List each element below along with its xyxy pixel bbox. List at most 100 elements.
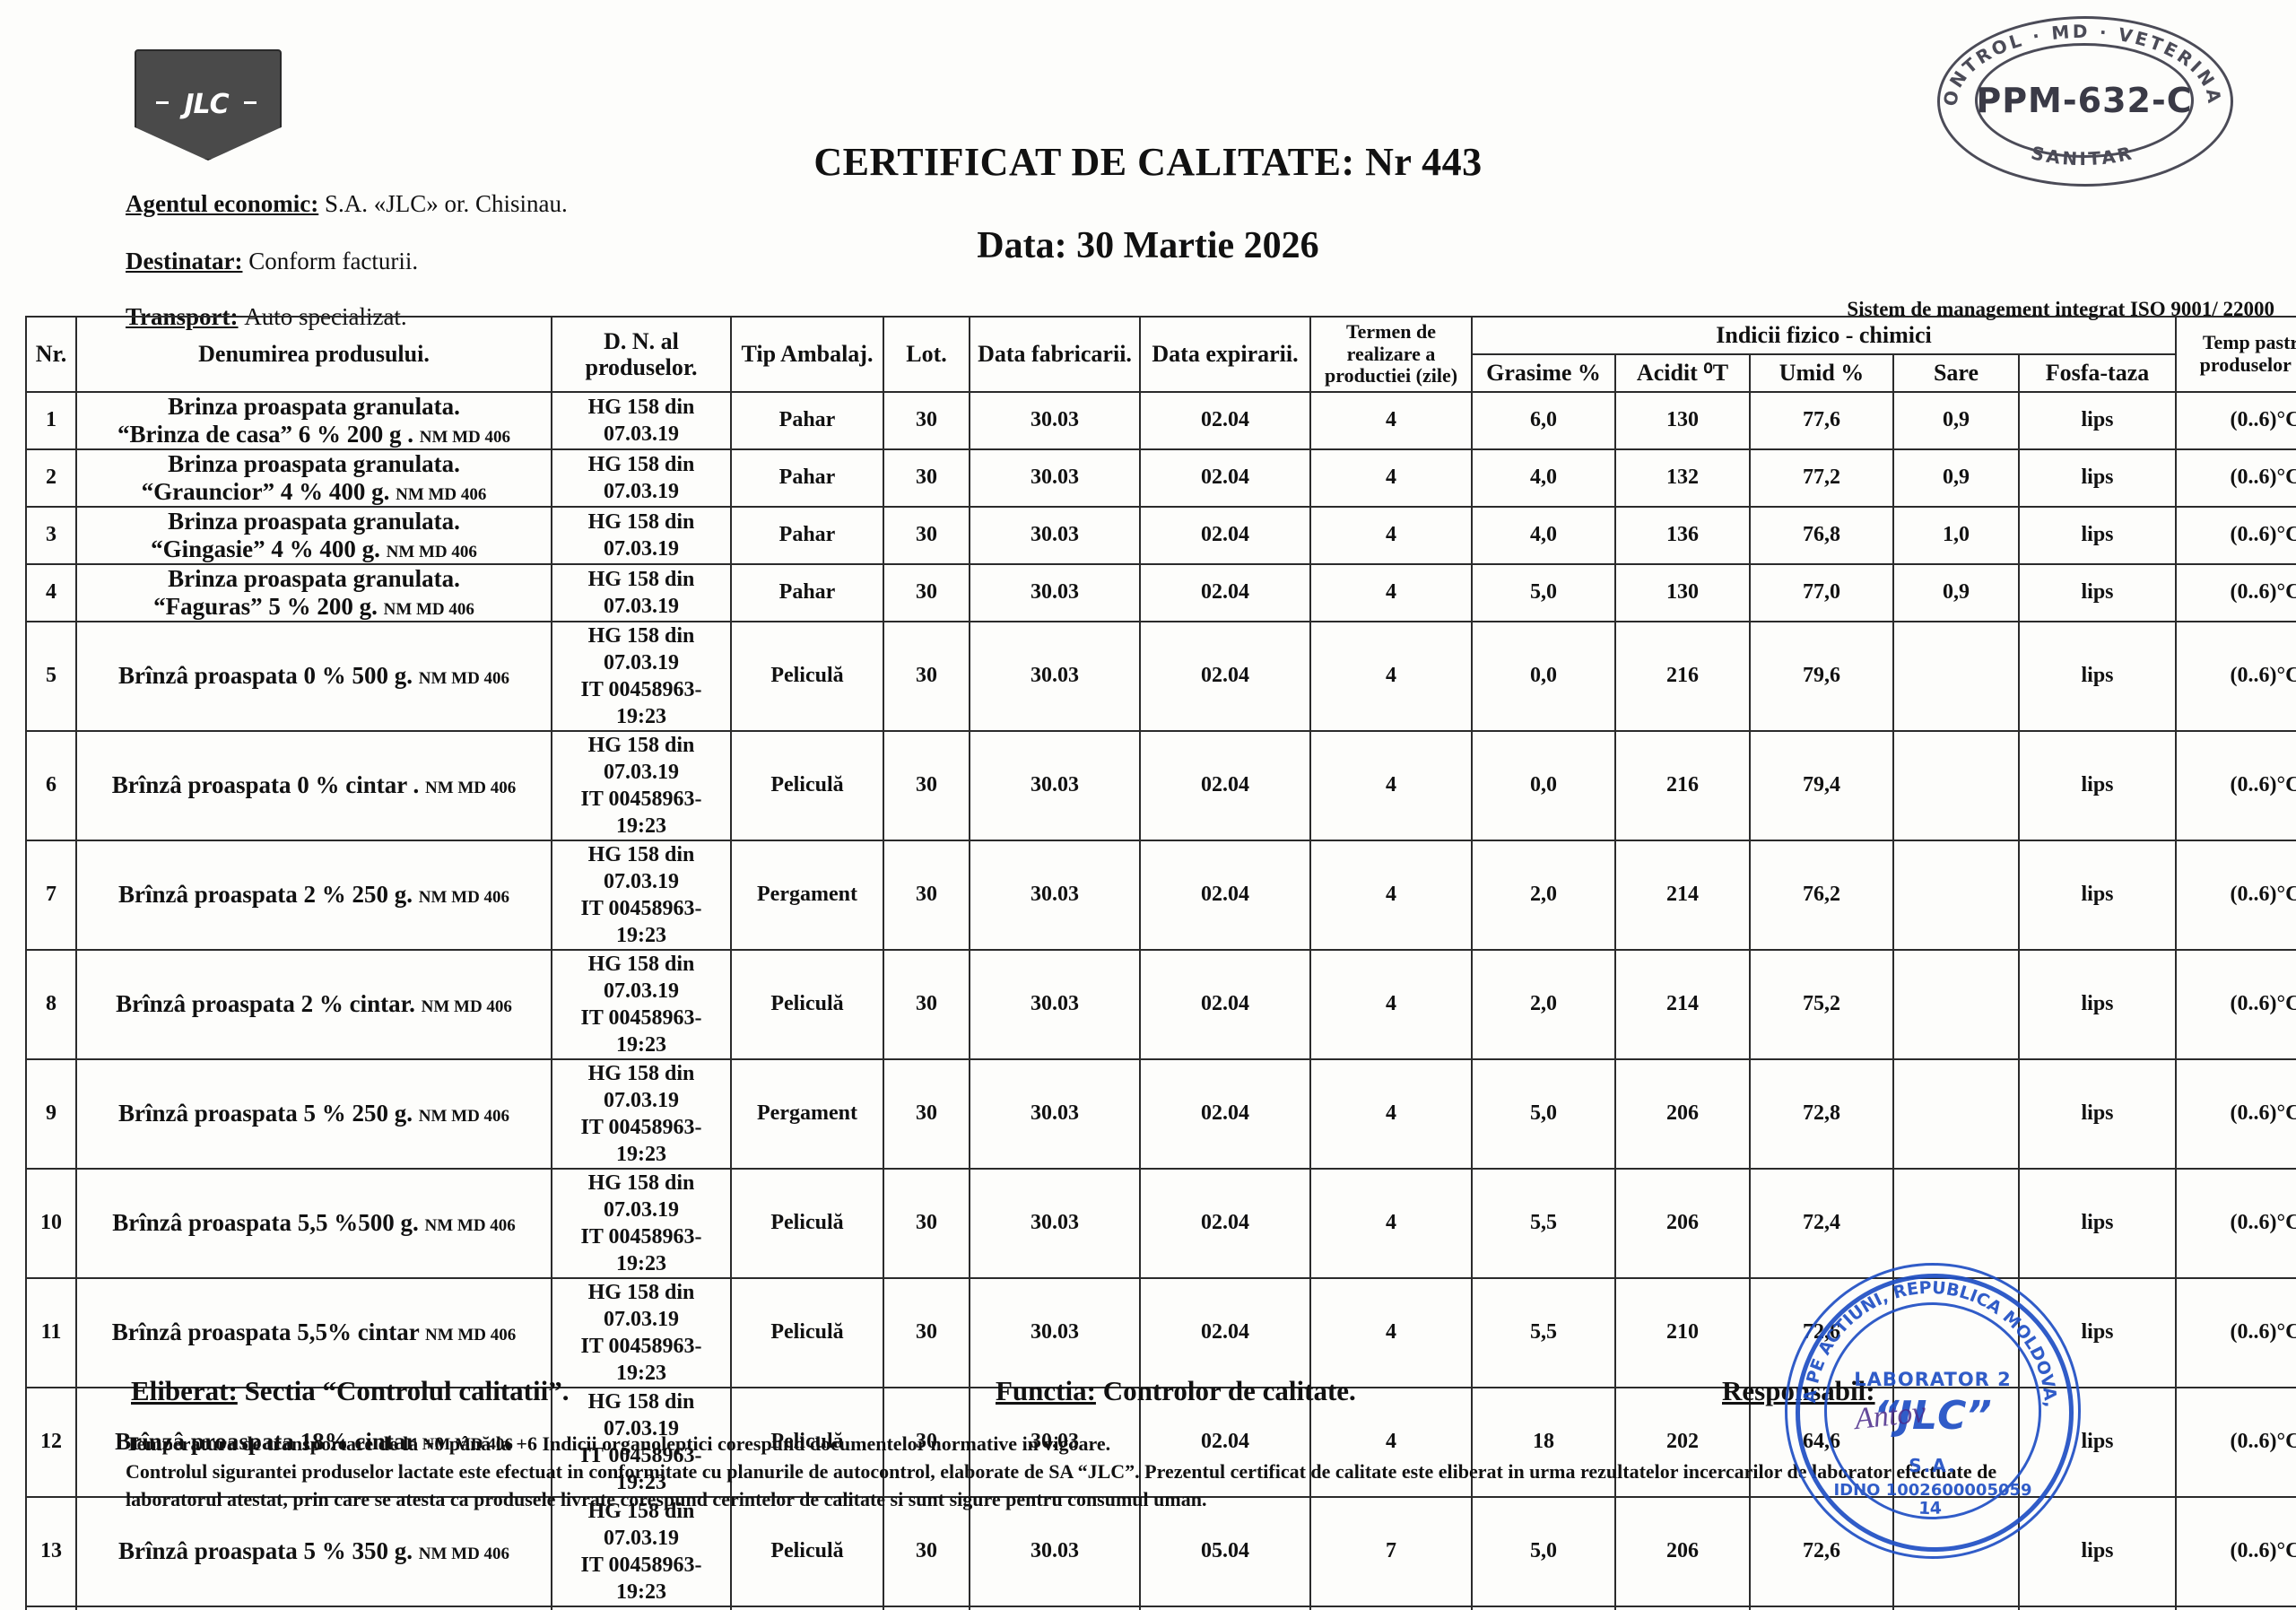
cell-nr: 11 (25, 1276, 77, 1388)
cell-fosfataza: lips (2018, 620, 2177, 732)
cell-grasime: 5,0 (1471, 562, 1616, 622)
cell-product-name: Brînzâ proaspata 5 % 250 g. NM MD 406 (75, 1057, 552, 1170)
cell-data-expirarii: 05.04 (1139, 1495, 1311, 1607)
cell-data-fabricarii: 30.03 (969, 448, 1141, 508)
cell-tip-ambalaj: Peliculă (730, 1495, 884, 1607)
cell-umid: 76,2 (1749, 839, 1894, 951)
cell-nr: 2 (25, 448, 77, 508)
cell-product-name: Brinza proaspata granulata. “Grauncior” 4… (75, 448, 552, 508)
jlc-stamp-number: 14 (1918, 1498, 1943, 1519)
cell-temp: (0..6)°C (2175, 1276, 2296, 1388)
cell-umid: 77,6 (1749, 390, 1894, 450)
product-normative: NM MD 406 (418, 669, 510, 689)
table-row: 4 Brinza proaspata granulata. “Faguras” 5 … (25, 562, 2296, 622)
cell-tip-ambalaj: Pahar (730, 390, 884, 450)
jlc-stamp-ring-outer (1785, 1263, 2081, 1559)
cell-sare (1892, 620, 2020, 732)
cell-lot: 30 (883, 729, 970, 841)
cell-sare: 0,9 (1892, 390, 2020, 450)
cell-data-expirarii: 02.04 (1139, 1276, 1311, 1388)
cell-data-expirarii: 02.04 (1139, 729, 1311, 841)
product-name-line1: Brînzâ proaspata 18% cintar NM MD 406 (115, 1428, 513, 1456)
cell-sare: 0,9 (1892, 448, 2020, 508)
cell-lot: 30 (883, 1386, 970, 1498)
eliberat-label: Eliberat: (131, 1375, 238, 1406)
cell-acidit: 136 (1614, 505, 1751, 565)
cell-grasime: 0,0 (1471, 729, 1616, 841)
cell-nr: 14 (25, 1605, 77, 1610)
cell-umid: 79,6 (1749, 620, 1894, 732)
cell-acidit: 202 (1614, 1386, 1751, 1498)
cell-data-fabricarii: 30.03 (969, 1167, 1141, 1279)
destinatar-label: Destinatar: (126, 248, 243, 274)
product-name-line2: “Faguras” 5 % 200 g. NM MD 406 (153, 592, 474, 620)
cell-acidit: 132 (1614, 448, 1751, 508)
footer-note-1: Temperatura de transportare de la +0 pân… (126, 1432, 1111, 1455)
cell-lot: 30 (883, 620, 970, 732)
vet-stamp-code: PPM-632-C (1976, 81, 2193, 120)
cell-tip-ambalaj: Caldare (730, 1605, 884, 1610)
col-header-denumirea: Denumirea produsului. (75, 316, 552, 393)
cell-dn: HG 158 din 07.03.19 (551, 505, 732, 565)
jlc-stamp-ring-inner (1824, 1302, 2041, 1519)
cell-lot: 30 (883, 505, 970, 565)
cell-fosfataza: lips (2018, 1057, 2177, 1170)
cell-data-fabricarii: 30.03 (969, 839, 1141, 951)
cell-fosfataza: lips (2018, 839, 2177, 951)
jlc-stamp-arc-text: SOCIETATEA PE ACTIUNI, REPUBLICA MOLDOVA… (1785, 1263, 2060, 1519)
jlc-logo: JLC (135, 49, 282, 161)
table-row: 14Brînzâ în saramurâ 45% 4 kg. NM MD 406… (25, 1605, 2296, 1610)
cell-product-name: Brinza proaspata granulata. “Brinza de ca… (75, 390, 552, 450)
certificate-date: Data: 30 Martie 2026 (977, 225, 1319, 266)
cell-nr: 9 (25, 1057, 77, 1170)
cell-nr: 12 (25, 1386, 77, 1498)
cell-data-expirarii: 02.04 (1139, 562, 1311, 622)
cell-data-expirarii: 31.05 (1139, 1605, 1311, 1610)
cell-sare: 0,9 (1892, 562, 2020, 622)
cell-sare (1892, 1057, 2020, 1170)
cell-temp: (0..6)°C (2175, 620, 2296, 732)
cell-product-name: Brînzâ proaspata 2 % 250 g. NM MD 406 (75, 839, 552, 951)
cell-umid: 72,8 (1749, 1057, 1894, 1170)
cell-umid: 79,4 (1749, 729, 1894, 841)
cell-product-name: Brînzâ în saramurâ 45% 4 kg. NM MD 406 (75, 1605, 552, 1610)
cell-umid: 76,8 (1749, 505, 1894, 565)
cell-data-fabricarii: 30.03 (969, 1495, 1141, 1607)
cell-dn: HG 158 din 07.03.19 (551, 390, 732, 450)
cell-product-name: Brinza proaspata granulata. “Gingasie” 4 … (75, 505, 552, 565)
cell-tip-ambalaj: Peliculă (730, 1276, 884, 1388)
jlc-stamp-idno: IDNO 1002600005059 (1833, 1481, 2032, 1500)
cell-temp: (0..6)°C (2175, 1495, 2296, 1607)
cell-data-fabricarii: 30.03 (969, 562, 1141, 622)
product-name-line1: Brînzâ proaspata 2 % cintar. NM MD 406 (116, 990, 512, 1018)
logo-bar-right (244, 101, 257, 104)
cell-data-expirarii: 02.04 (1139, 390, 1311, 450)
product-name-line1: Brînzâ proaspata 0 % 500 g. NM MD 406 (117, 662, 510, 690)
col-header-grasime: Grasime % (1471, 352, 1616, 393)
product-name-line2: “Gingasie” 4 % 400 g. NM MD 406 (151, 535, 477, 562)
cell-data-fabricarii: 30.03 (969, 1057, 1141, 1170)
functia-value: Controlor de calitate. (1102, 1375, 1356, 1406)
cell-umid: 61,0 (1749, 1605, 1894, 1610)
col-header-fosfataza: Fosfa-taza (2018, 352, 2177, 393)
cell-data-fabricarii: 30.03 (969, 1386, 1141, 1498)
cell-temp: (0..6)°C (2175, 562, 2296, 622)
cell-fosfataza: lips (2018, 1167, 2177, 1279)
cell-product-name: Brînzâ proaspata 5 % 350 g. NM MD 406 (75, 1495, 552, 1607)
cell-termen: 4 (1309, 620, 1473, 732)
cell-grasime: 2,0 (1471, 948, 1616, 1060)
cell-termen: 4 (1309, 948, 1473, 1060)
logo-bar-left (156, 101, 169, 104)
table-row: 10 Brînzâ proaspata 5,5 %500 g. NM MD 406… (25, 1167, 2296, 1279)
cell-fosfataza: lips (2018, 562, 2177, 622)
cell-sare: 1,0 (1892, 505, 2020, 565)
cell-product-name: Brînzâ proaspata 0 % cintar . NM MD 406 (75, 729, 552, 841)
footer-note-2: Controlul sigurantei produselor lactate … (126, 1460, 1997, 1484)
cell-tip-ambalaj: Peliculă (730, 729, 884, 841)
vet-stamp-arc-text: CONTROL · MD · VETERINAR SANITAR (1937, 16, 2223, 170)
col-header-temp: Temp pastrarii produselor (°C) (2175, 316, 2296, 393)
cell-data-expirarii: 02.04 (1139, 1386, 1311, 1498)
